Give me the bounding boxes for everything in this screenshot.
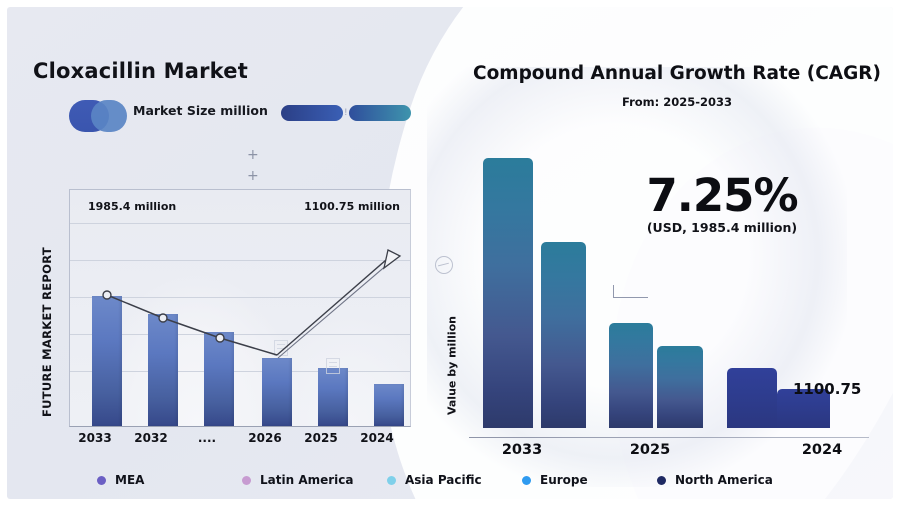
left-chart-x-label: 2025 [304, 431, 338, 445]
bar [777, 389, 830, 428]
bar [483, 158, 533, 428]
legend-label: MEA [115, 473, 145, 487]
cagr-note: (USD, 1985.4 million) [646, 220, 798, 235]
left-chart-x-label: 2033 [78, 431, 112, 445]
bar [657, 346, 703, 428]
plus-icon-top: + [247, 147, 259, 163]
legend-pill-separator: ! [344, 108, 348, 118]
right-chart-x-label: 2033 [501, 442, 543, 458]
legend-item-north-america[interactable]: North America [657, 473, 773, 487]
right-chart-data-label: 1100.75 [793, 380, 862, 398]
bar [374, 384, 404, 426]
right-chart-plot-area [469, 147, 879, 437]
bar [609, 323, 653, 428]
gridline [70, 334, 410, 335]
right-chart-y-axis-label: Value by million [445, 315, 459, 416]
right-chart-x-label: 2025 [629, 442, 671, 458]
market-size-label: Market Size million [133, 103, 268, 118]
gridline [70, 223, 410, 224]
legend-swatch-icon [522, 475, 531, 485]
cagr-title: Compound Annual Growth Rate (CAGR) [473, 63, 881, 84]
left-chart-x-label: 2024 [360, 431, 394, 445]
left-chart-x-label: 2032 [134, 431, 168, 445]
legend-swatch-icon [657, 475, 666, 485]
report-card: Cloxacillin Market Market Size million !… [7, 7, 893, 499]
right-chart-x-axis [469, 437, 869, 439]
gridline [70, 297, 410, 298]
left-chart-trend-line [102, 249, 402, 359]
end-value-annotation: 1100.75 million [304, 200, 400, 213]
left-chart-x-label: 2026 [248, 431, 282, 445]
legend-swatch-icon [97, 475, 106, 485]
ghost-placeholder-icon [326, 358, 340, 374]
bar [204, 332, 234, 426]
legend-pill-primary [281, 105, 343, 121]
right-chart-tick-mark [613, 285, 648, 298]
cagr-value: 7.25% [646, 169, 798, 222]
legend-swatch-icon [387, 475, 396, 485]
legend-label: Europe [540, 473, 588, 487]
legend-pill-secondary [349, 105, 411, 121]
start-value-annotation: 1985.4 million [88, 200, 177, 213]
left-chart-plot-area: 1985.4 million 1100.75 million [69, 189, 411, 427]
right-chart-x-label: 2024 [801, 442, 843, 458]
legend-label: Latin America [260, 473, 354, 487]
legend-swatch-icon [242, 475, 251, 485]
legend-item-latin-america[interactable]: Latin America [242, 473, 354, 487]
legend-item-europe[interactable]: Europe [522, 473, 588, 487]
minus-circle-icon [435, 256, 453, 274]
cagr-subtitle: From: 2025-2033 [621, 95, 733, 109]
legend-label: North America [675, 473, 773, 487]
bar [727, 368, 777, 428]
gridline [70, 371, 410, 372]
bar [541, 242, 586, 428]
bar [262, 358, 292, 426]
left-chart-y-axis-label: FUTURE MARKET REPORT [40, 247, 54, 418]
bar [92, 296, 122, 426]
plus-icon-bottom: + [247, 168, 259, 184]
page-title: Cloxacillin Market [33, 59, 248, 83]
market-size-icon [69, 100, 127, 132]
market-size-icon-front [91, 100, 127, 132]
bar [148, 314, 178, 426]
legend-item-mea[interactable]: MEA [97, 473, 144, 487]
legend: MEA Latin America Asia Pacific Europe No… [87, 473, 827, 493]
legend-label: Asia Pacific [405, 473, 482, 487]
gridline [70, 260, 410, 261]
left-chart-x-label: .... [197, 431, 217, 445]
legend-item-asia-pacific[interactable]: Asia Pacific [387, 473, 482, 487]
bar [318, 368, 348, 426]
